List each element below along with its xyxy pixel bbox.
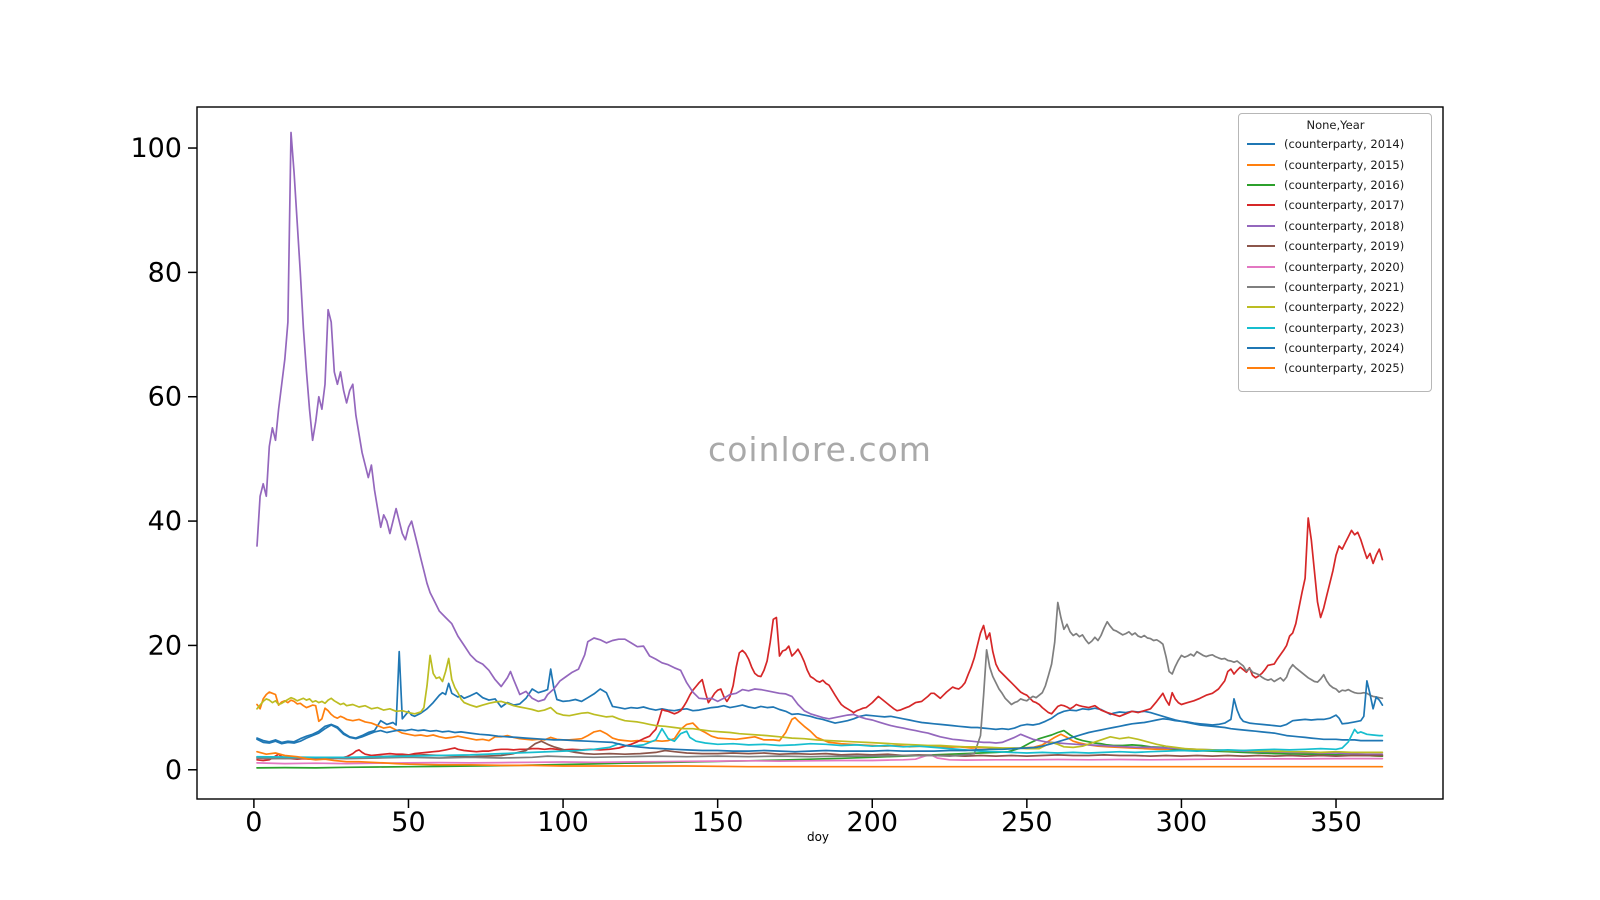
series-line-2018 xyxy=(256,131,1384,756)
legend-entry: (counterparty, 2021) xyxy=(1247,277,1424,297)
legend-label: (counterparty, 2016) xyxy=(1284,177,1405,192)
legend-label: (counterparty, 2023) xyxy=(1284,320,1405,335)
series-line-2023 xyxy=(256,727,1384,759)
legend-entry: (counterparty, 2019) xyxy=(1247,236,1424,256)
series-line-2016 xyxy=(256,729,1384,769)
series-line-2024 xyxy=(256,680,1384,753)
legend-label: (counterparty, 2017) xyxy=(1284,198,1405,213)
x-tick-label: 300 xyxy=(1156,807,1208,838)
legend-entry: (counterparty, 2017) xyxy=(1247,195,1424,215)
legend-entry: (counterparty, 2015) xyxy=(1247,154,1424,174)
legend-swatch-2020 xyxy=(1247,265,1275,268)
series-line-2022 xyxy=(256,654,1384,754)
plot-frame xyxy=(196,106,1444,800)
legend-entry: (counterparty, 2025) xyxy=(1247,358,1424,378)
legend-swatch-2025 xyxy=(1247,367,1275,370)
legend-label: (counterparty, 2015) xyxy=(1284,157,1405,172)
series-line-2015 xyxy=(256,691,1384,757)
legend-label: (counterparty, 2014) xyxy=(1284,137,1405,152)
y-tick-label: 40 xyxy=(148,506,182,537)
legend-entry: (counterparty, 2016) xyxy=(1247,175,1424,195)
legend-swatch-2019 xyxy=(1247,245,1275,248)
legend-entry: (counterparty, 2014) xyxy=(1247,134,1424,154)
legend-swatch-2023 xyxy=(1247,326,1275,329)
legend-label: (counterparty, 2020) xyxy=(1284,259,1405,274)
legend-swatch-2021 xyxy=(1247,285,1275,288)
legend-entry: (counterparty, 2020) xyxy=(1247,256,1424,276)
x-tick-label: 200 xyxy=(846,807,898,838)
legend-entry: (counterparty, 2018) xyxy=(1247,216,1424,236)
legend-swatch-2018 xyxy=(1247,224,1275,227)
y-tick-label: 0 xyxy=(165,755,182,786)
x-axis-label: doy xyxy=(806,830,830,844)
legend-swatch-2022 xyxy=(1247,306,1275,309)
legend-swatch-2014 xyxy=(1247,143,1275,146)
legend-swatch-2015 xyxy=(1247,163,1275,166)
x-tick-label: 0 xyxy=(245,807,262,838)
y-tick-label: 20 xyxy=(148,630,182,661)
legend-label: (counterparty, 2018) xyxy=(1284,218,1405,233)
y-tick-label: 80 xyxy=(148,257,182,288)
legend-swatch-2017 xyxy=(1247,204,1275,207)
legend-title: None,Year xyxy=(1306,118,1365,132)
x-tick-label: 100 xyxy=(537,807,589,838)
x-tick-label: 250 xyxy=(1001,807,1053,838)
legend-box: None,Year (counterparty, 2014) (counterpa… xyxy=(1238,113,1432,392)
legend-rows: (counterparty, 2014) (counterparty, 2015)… xyxy=(1247,134,1424,379)
series-line-2017 xyxy=(256,517,1384,762)
x-tick-label: 150 xyxy=(692,807,744,838)
series-line-2019 xyxy=(256,740,1384,760)
x-tick-label: 350 xyxy=(1310,807,1362,838)
legend-label: (counterparty, 2025) xyxy=(1284,361,1405,376)
legend-entry: (counterparty, 2023) xyxy=(1247,318,1424,338)
x-tick-label: 50 xyxy=(391,807,425,838)
legend-swatch-2016 xyxy=(1247,183,1275,186)
watermark-text: coinlore.com xyxy=(708,430,932,469)
series-line-2025 xyxy=(256,750,1384,768)
legend-label: (counterparty, 2024) xyxy=(1284,341,1405,356)
y-tick-label: 60 xyxy=(148,382,182,413)
y-tick-label: 100 xyxy=(130,133,182,164)
legend-label: (counterparty, 2019) xyxy=(1284,239,1405,254)
legend-label: (counterparty, 2021) xyxy=(1284,279,1405,294)
legend-swatch-2024 xyxy=(1247,347,1275,350)
series-line-2020 xyxy=(256,754,1384,765)
legend-label: (counterparty, 2022) xyxy=(1284,300,1405,315)
legend-entry: (counterparty, 2022) xyxy=(1247,297,1424,317)
legend-entry: (counterparty, 2024) xyxy=(1247,338,1424,358)
